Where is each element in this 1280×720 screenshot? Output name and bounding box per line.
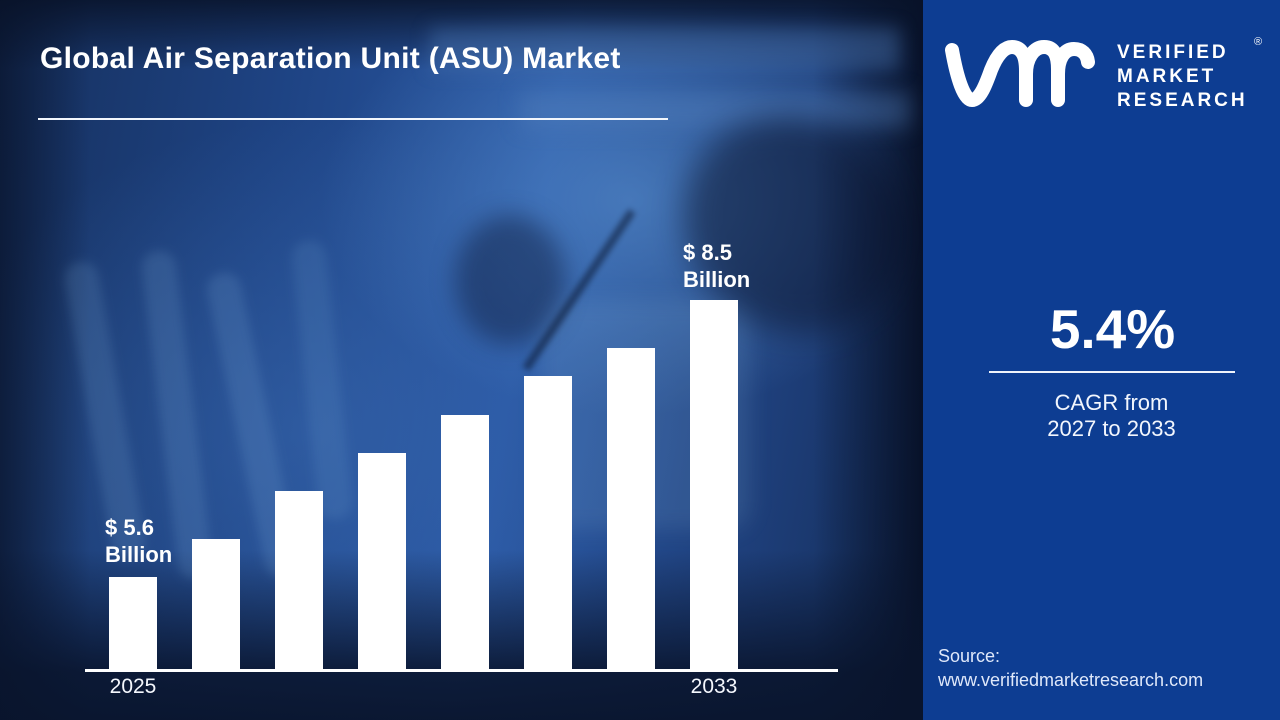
x-axis-line [85,669,838,672]
start-value-label: $ 5.6 Billion [105,514,172,568]
bg-test-tube-shape [290,238,354,522]
page-title: Global Air Separation Unit (ASU) Market [40,42,621,75]
chart-bar [109,577,157,670]
chart-bar [275,491,323,670]
x-axis-tick-label: 2033 [690,675,738,698]
end-value-line1: $ 8.5 [683,240,732,265]
chart-bar [441,414,489,670]
start-value-line1: $ 5.6 [105,515,154,540]
cagr-caption-line1: CAGR from [1054,390,1169,415]
source-label: Source: [938,646,1001,666]
title-underline [38,118,668,120]
brand-name-line3: RESEARCH [1117,90,1248,111]
cagr-caption: CAGR from 2027 to 2033 [959,390,1264,442]
x-axis-tick-label: 2025 [109,675,157,698]
right-panel: VERIFIED MARKET RESEARCH ® 5.4% CAGR fro… [923,0,1280,720]
vmr-logo-icon [945,40,1095,107]
bg-shelf-shape [520,92,910,128]
cagr-caption-line2: 2027 to 2033 [1047,416,1176,441]
chart-bar [524,376,572,670]
brand-name-line1: VERIFIED [1117,42,1229,63]
start-value-line2: Billion [105,542,173,567]
end-value-label: $ 8.5 Billion [683,239,750,293]
bg-glove-shape [455,215,565,345]
bg-shelf-shape [430,28,900,70]
end-value-line2: Billion [683,267,751,292]
chart-bar [690,300,738,670]
chart-bar [358,452,406,670]
cagr-value: 5.4% [1049,298,1176,360]
source-block: Source: www.verifiedmarketresearch.com [938,644,1203,692]
brand-name: VERIFIED MARKET RESEARCH [1117,41,1248,113]
chart-bar [607,347,655,670]
chart-bar [192,538,240,670]
cagr-divider [989,371,1235,373]
registered-trademark-icon: ® [1254,36,1263,48]
brand-name-line2: MARKET [1117,66,1217,87]
source-url-link[interactable]: www.verifiedmarketresearch.com [938,670,1204,690]
